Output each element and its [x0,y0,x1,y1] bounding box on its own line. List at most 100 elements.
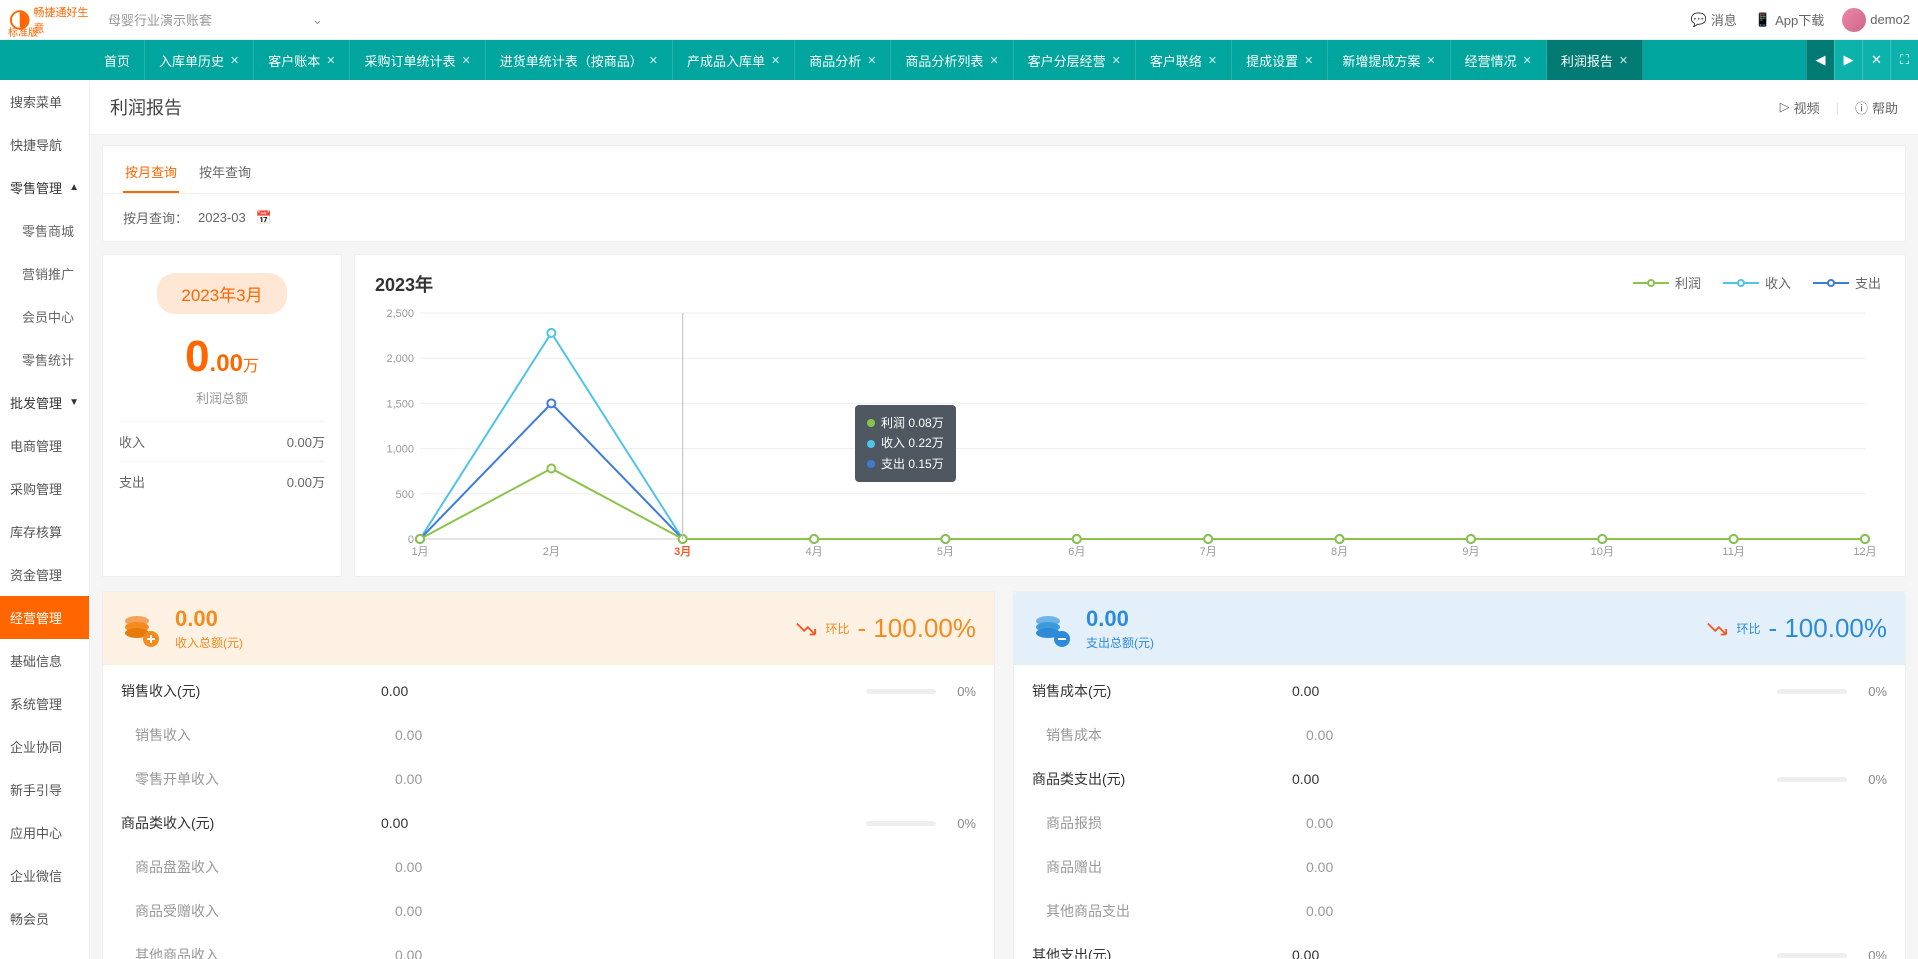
sidebar-item[interactable]: 系统管理 [0,682,89,725]
sidebar-item[interactable]: 快捷导航 [0,123,89,166]
play-icon: ▷ [1780,99,1790,115]
legend-expense[interactable]: 支出 [1813,273,1881,292]
sidebar-item[interactable]: 畅会员 [0,897,89,940]
chart-card: 2023年 利润 收入 支出 05001,0001,5002,0002,5001… [354,254,1906,577]
fullscreen-toggle[interactable]: ⛶ [1890,40,1918,80]
tab-0[interactable]: 首页 [90,40,145,80]
query-value[interactable]: 2023-03 [198,210,246,225]
expense-detail-head: 0.00 支出总额(元) 环比 - 100.00% [1014,592,1905,665]
summary-income-row: 收入 0.00万 [119,421,325,461]
sidebar-item[interactable]: 应用中心 [0,811,89,854]
tab-8[interactable]: 客户分层经营 ✕ [1014,40,1136,80]
close-icon[interactable]: ✕ [1619,54,1628,67]
sidebar-item[interactable]: 企业微信 [0,854,89,897]
sidebar-subitem[interactable]: 营销推广 [0,252,89,295]
line-chart[interactable]: 05001,0001,5002,0002,5001月2月3月4月5月6月7月8月… [375,303,1885,563]
tab-label: 入库单历史 [159,51,224,70]
message-icon: 💬 [1691,12,1707,28]
tab-1[interactable]: 入库单历史 ✕ [145,40,254,80]
tab-close-all[interactable]: ✕ [1862,40,1890,80]
legend-profit[interactable]: 利润 [1633,273,1701,292]
close-icon[interactable]: ✕ [326,54,335,67]
svg-text:12月: 12月 [1853,546,1876,558]
close-icon[interactable]: ✕ [771,54,780,67]
sidebar-subitem[interactable]: 零售统计 [0,338,89,381]
tab-10[interactable]: 提成设置 ✕ [1232,40,1328,80]
tab-2[interactable]: 客户账本✕ [254,40,350,80]
sidebar-subitem[interactable]: 零售商城 [0,209,89,252]
tab-6[interactable]: 商品分析✕ [795,40,891,80]
tab-label: 客户联络 [1150,51,1202,70]
close-icon[interactable]: ✕ [1112,54,1121,67]
query-row: 按月查询： 2023-03 📅 [103,194,1905,241]
tab-label: 客户分层经营 [1028,51,1106,70]
tab-12[interactable]: 经营情况 ✕ [1451,40,1547,80]
user-menu[interactable]: demo2 [1842,8,1910,32]
profit-total-label: 利润总额 [119,388,325,407]
sidebar-item[interactable]: 批发管理▼ [0,381,89,424]
edition-badge: 标准版 [8,24,38,39]
tab-3[interactable]: 采购订单统计表✕ [350,40,485,80]
close-icon[interactable]: ✕ [1208,54,1217,67]
close-icon[interactable]: ✕ [1426,54,1435,67]
org-selector[interactable]: 母婴行业演示账套 ⌄ [108,10,323,29]
sidebar-item[interactable]: 新手引导 [0,768,89,811]
tab-5[interactable]: 产成品入库单✕ [673,40,795,80]
sidebar-item[interactable]: 库存核算 [0,510,89,553]
summary-expense-row: 支出 0.00万 [119,461,325,501]
tab-scroll-right[interactable]: ▶ [1834,40,1862,80]
help-link[interactable]: ⓘ帮助 [1855,98,1898,117]
top-header: 畅捷通好生意 标准版 母婴行业演示账套 ⌄ 💬 消息 📱 App下载 demo2 [0,0,1918,40]
tab-7[interactable]: 商品分析列表✕ [891,40,1013,80]
detail-row: 其他商品收入0.00 [121,933,976,959]
tab-9[interactable]: 客户联络 ✕ [1136,40,1232,80]
detail-row: 商品类支出(元)0.000% [1032,757,1887,801]
sidebar-item[interactable]: 资金管理 [0,553,89,596]
messages-link[interactable]: 💬 消息 [1691,10,1737,29]
tab-label: 提成设置 [1246,51,1298,70]
tab-bar: 首页入库单历史✕客户账本✕采购订单统计表✕进货单统计表（按商品）✕产成品入库单✕… [0,40,1918,80]
query-tab[interactable]: 按年查询 [197,156,253,193]
tab-11[interactable]: 新增提成方案 ✕ [1328,40,1450,80]
calendar-icon[interactable]: 📅 [256,210,272,226]
top-right: 💬 消息 📱 App下载 demo2 [1691,8,1910,32]
income-total-label: 收入总额(元) [175,634,243,651]
tab-13[interactable]: 利润报告 ✕ [1547,40,1643,80]
close-icon[interactable]: ✕ [462,54,471,67]
tab-4[interactable]: 进货单统计表（按商品） ✕ [486,40,673,80]
sidebar-item[interactable]: 经营管理 [0,596,89,639]
sidebar-item[interactable]: 企业协同 [0,725,89,768]
sidebar-item[interactable]: 采购管理 [0,467,89,510]
query-tab[interactable]: 按月查询 [123,156,179,193]
sidebar-item[interactable]: 零售管理▲ [0,166,89,209]
sidebar-subitem[interactable]: 会员中心 [0,295,89,338]
tab-label: 利润报告 [1561,51,1613,70]
tab-label: 经营情况 [1465,51,1517,70]
sidebar-item[interactable]: 电商管理 [0,424,89,467]
detail-row: 其他商品支出0.00 [1032,889,1887,933]
close-icon[interactable]: ✕ [867,54,876,67]
trend-down-icon [795,618,817,640]
close-icon[interactable]: ✕ [649,54,658,67]
close-icon[interactable]: ✕ [989,54,998,67]
main: 利润报告 ▷视频 | ⓘ帮助 按月查询按年查询 按月查询： 2023-03 📅 [90,80,1918,959]
page-header: 利润报告 ▷视频 | ⓘ帮助 [90,80,1918,135]
query-tabs: 按月查询按年查询 [103,146,1905,194]
detail-row: 销售成本0.00 [1032,713,1887,757]
expense-total-value: 0.00 [1086,606,1154,632]
close-icon[interactable]: ✕ [230,54,239,67]
tab-label: 新增提成方案 [1342,51,1420,70]
video-help-link[interactable]: ▷视频 [1780,98,1820,117]
detail-row: 销售收入(元)0.000% [121,669,976,713]
sidebar-item[interactable]: 基础信息 [0,639,89,682]
tab-label: 进货单统计表（按商品） [500,51,643,70]
legend-income[interactable]: 收入 [1723,273,1791,292]
summary-card: 2023年3月 0.00万 利润总额 收入 0.00万 支出 0 [102,254,342,577]
svg-text:2,500: 2,500 [386,308,414,320]
tab-scroll-left[interactable]: ◀ [1806,40,1834,80]
sidebar-item[interactable]: 搜索菜单 [0,80,89,123]
app-download-link[interactable]: 📱 App下载 [1755,10,1824,29]
detail-row: 零售开单收入0.00 [121,757,976,801]
close-icon[interactable]: ✕ [1523,54,1532,67]
close-icon[interactable]: ✕ [1304,54,1313,67]
